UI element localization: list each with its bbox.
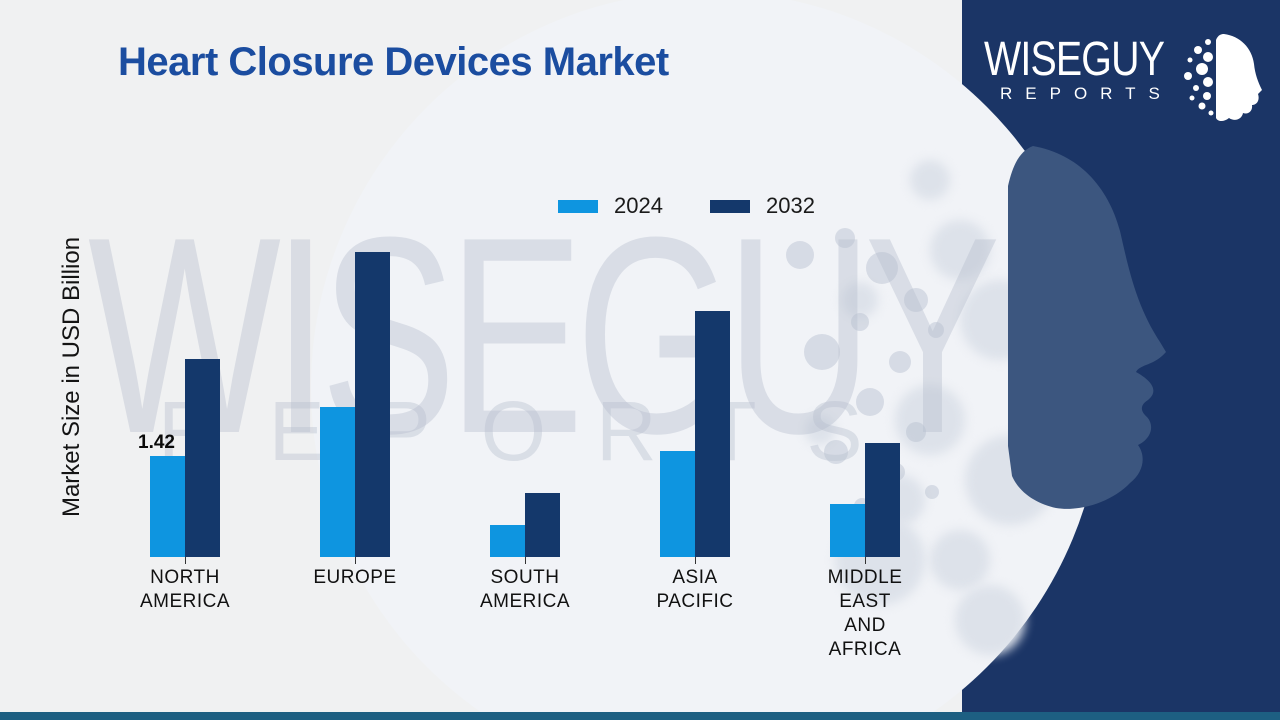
bar-2024-asia-pacific bbox=[660, 451, 695, 557]
bar-2024-middle-east-and-africa bbox=[830, 504, 865, 557]
category-label-asia-pacific: ASIA PACIFIC bbox=[656, 567, 734, 612]
texture-spot bbox=[955, 585, 1025, 655]
brand-logo: WISEGUY REPORTS bbox=[978, 32, 1268, 122]
bar-2032-asia-pacific bbox=[695, 311, 730, 557]
texture-spot bbox=[895, 385, 965, 455]
texture-spot bbox=[910, 160, 950, 200]
bar-2024-europe bbox=[320, 407, 355, 557]
brand-wordmark: WISEGUY bbox=[984, 33, 1165, 86]
bar-2024-south-america bbox=[490, 525, 525, 557]
brand-subtext: REPORTS bbox=[1000, 84, 1173, 103]
page-title: Heart Closure Devices Market bbox=[118, 40, 669, 84]
bar-2032-europe bbox=[355, 252, 390, 557]
bar-2032-south-america bbox=[525, 493, 560, 557]
y-axis-label: Market Size in USD Billion bbox=[58, 236, 85, 518]
watermark-reports: REPORTS bbox=[158, 384, 913, 478]
axis-tick bbox=[355, 557, 356, 564]
face-profile-silhouette bbox=[1008, 146, 1166, 509]
texture-spot bbox=[842, 282, 878, 318]
watermark-wordmark: WISEGUY bbox=[88, 180, 1001, 492]
value-label-2024-north-america: 1.42 bbox=[138, 432, 175, 453]
bar-2024-north-america bbox=[150, 456, 185, 557]
category-label-north-america: NORTH AMERICA bbox=[139, 567, 231, 612]
category-label-south-america: SOUTH AMERICA bbox=[479, 567, 571, 612]
legend-label-2024: 2024 bbox=[614, 193, 663, 218]
axis-tick bbox=[185, 557, 186, 564]
texture-spot bbox=[930, 530, 990, 590]
legend-swatch-2024 bbox=[558, 200, 598, 213]
axis-tick bbox=[695, 557, 696, 564]
category-label-europe: EUROPE bbox=[313, 567, 397, 588]
legend-swatch-2032 bbox=[710, 200, 750, 213]
bar-2032-middle-east-and-africa bbox=[865, 443, 900, 557]
axis-tick bbox=[525, 557, 526, 564]
texture-spot bbox=[930, 220, 990, 280]
legend-label-2032: 2032 bbox=[766, 193, 815, 218]
axis-tick bbox=[865, 557, 866, 564]
brand-face-icon bbox=[1184, 34, 1262, 121]
bottom-accent-strip bbox=[0, 712, 1280, 720]
texture-spot bbox=[805, 415, 835, 445]
bar-2032-north-america bbox=[185, 359, 220, 557]
category-label-middle-east-and-africa: MIDDLE EAST AND AFRICA bbox=[827, 567, 903, 660]
